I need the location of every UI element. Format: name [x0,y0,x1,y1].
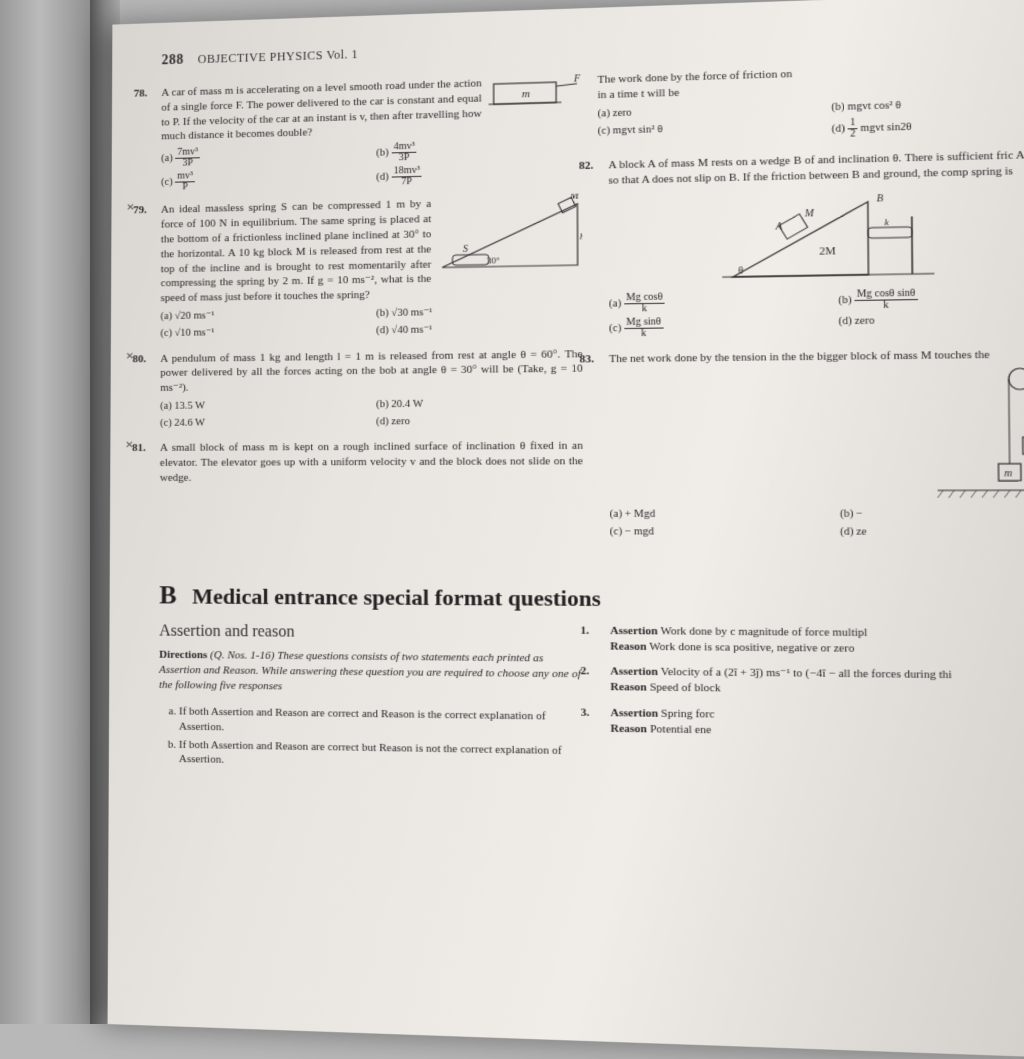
assertion-questions: 1. Assertion Work done by c magnitude of… [610,623,1024,794]
svg-text:A: A [774,221,783,233]
right-column: The work done by the force of friction o… [608,59,1024,554]
question-80: 80. A pendulum of mass 1 kg and length l… [160,347,583,432]
friction-continuation: The work done by the force of friction o… [597,59,1024,146]
pulley-diagram: m M T d [914,363,1024,501]
question-82: 82. A block A of mass M rests on a wedge… [608,147,1024,340]
question-79: 79. S 30° M h An ideal massless spring S… [160,194,582,342]
textbook-page: 288 OBJECTIVE PHYSICS Vol. 1 78. m F A c… [108,0,1024,1059]
directions: Directions (Q. Nos. 1-16) These question… [159,648,584,698]
svg-text:m: m [521,88,529,101]
incline-diagram: S 30° M h [436,194,582,273]
svg-text:M: M [803,208,814,220]
question-81: 81. A small block of mass m is kept on a… [160,439,583,486]
svg-text:M: M [568,194,579,202]
svg-text:h: h [579,231,582,241]
question-83: 83. The net work done by the tension in … [609,347,1024,541]
subsection-heading: Assertion and reason [159,620,583,645]
svg-text:S: S [462,244,467,255]
wedge-diagram: A M 2M θ k B [716,185,945,288]
page-number: 288 [161,53,183,69]
svg-text:2M: 2M [819,245,836,258]
left-column: 78. m F A car of mass m is accelerating … [160,73,584,553]
q79-options: (a) √20 ms⁻¹ (b) √30 ms⁻¹ (c) √10 ms⁻¹ (… [160,304,582,341]
q78-options: (a) 7mv³3P (b) 4mv³3P (c) mv³P (d) 18mv³… [161,138,582,194]
svg-text:k: k [884,217,890,228]
book-title: OBJECTIVE PHYSICS Vol. 1 [198,47,359,66]
section-b: B Medical entrance special format questi… [159,577,1024,795]
svg-text:F: F [572,73,581,84]
svg-text:θ: θ [738,266,743,278]
svg-text:30°: 30° [486,255,500,266]
car-diagram: m F [488,73,582,111]
response-options: If both Assertion and Reason are correct… [159,704,584,774]
question-78: 78. m F A car of mass m is accelerating … [161,73,582,193]
book-left-pages [0,0,100,1024]
q80-options: (a) 13.5 W (b) 20.4 W (c) 24.6 W (d) zer… [160,396,583,431]
svg-text:m: m [1004,468,1012,480]
svg-text:B: B [876,193,883,205]
